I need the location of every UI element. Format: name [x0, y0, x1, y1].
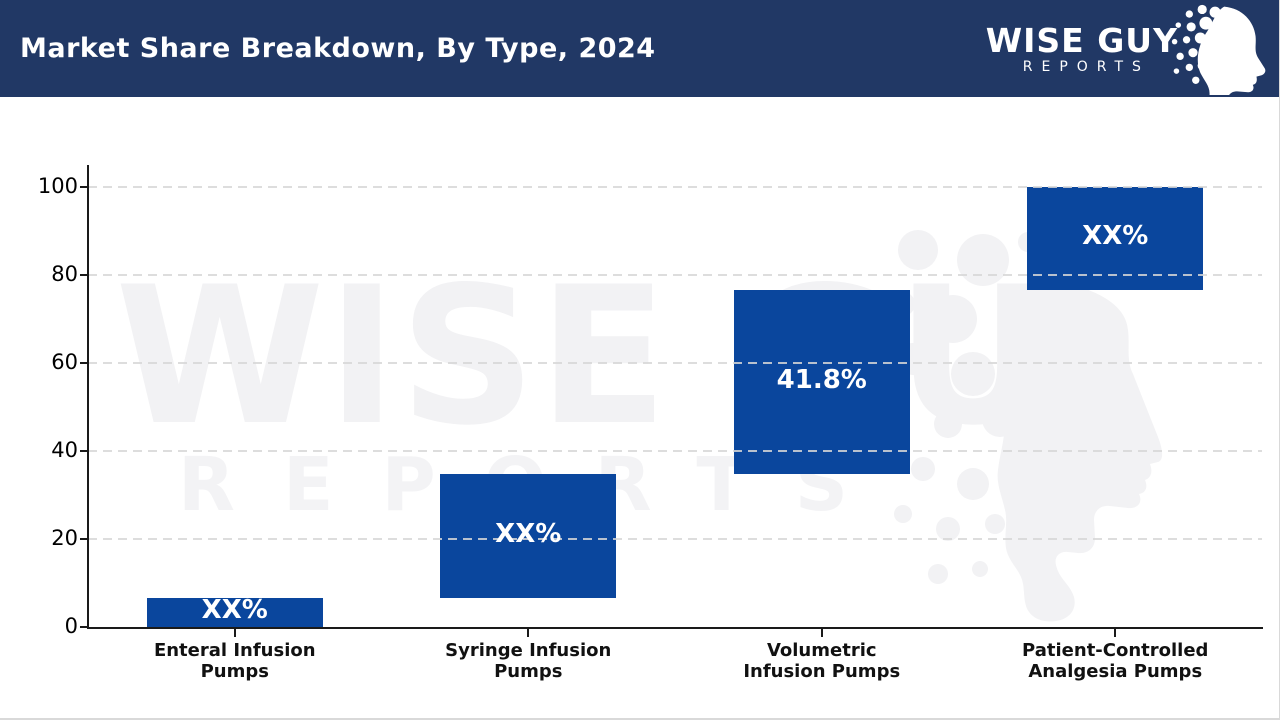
y-tick [80, 362, 88, 364]
x-axis-line [87, 627, 1263, 629]
y-tick [80, 186, 88, 188]
y-tick-label: 40 [51, 438, 78, 462]
y-tick [80, 538, 88, 540]
bar-value-label: XX% [201, 595, 268, 626]
x-tick [1114, 629, 1117, 637]
x-tick [820, 629, 823, 637]
y-tick-label: 60 [51, 350, 78, 374]
bar-segment [146, 597, 323, 627]
y-axis-line [87, 165, 89, 629]
header-bar: Market Share Breakdown, By Type, 2024 WI… [0, 0, 1279, 97]
wiseguy-head-icon [1171, 4, 1266, 95]
y-tick-label: 100 [37, 174, 78, 198]
x-category-label: Enteral Infusion Pumps [153, 640, 316, 682]
bar-segment [1027, 187, 1204, 290]
x-category-label: Volumetric Infusion Pumps [743, 640, 901, 682]
y-gridline [88, 538, 1262, 540]
y-gridline [88, 274, 1262, 276]
bar-value-label: XX% [495, 518, 562, 549]
y-tick [80, 450, 88, 452]
y-tick-label: 0 [64, 614, 78, 638]
logo-text: WISE GUY REPORTS [986, 24, 1178, 74]
logo-name: WISE GUY [985, 20, 1178, 60]
x-tick [527, 629, 530, 637]
logo-reports: REPORTS [1022, 58, 1150, 75]
wiseguy-logo: WISE GUY REPORTS [986, 3, 1279, 95]
bar-segment [733, 289, 910, 474]
y-tick [80, 626, 88, 628]
x-tick [233, 629, 236, 637]
x-category-label: Patient-Controlled Analgesia Pumps [1022, 640, 1209, 682]
y-tick-label: 20 [51, 526, 78, 550]
x-category-label: Syringe Infusion Pumps [445, 640, 612, 682]
y-gridline [88, 362, 1262, 364]
page-title: Market Share Breakdown, By Type, 2024 [20, 33, 656, 64]
bar-value-label: 41.8% [776, 364, 867, 395]
y-tick-label: 80 [51, 262, 78, 286]
y-gridline [88, 450, 1262, 452]
bar-segment [440, 473, 617, 598]
y-tick [80, 274, 88, 276]
y-gridline [88, 186, 1262, 188]
bar-value-label: XX% [1082, 221, 1149, 252]
